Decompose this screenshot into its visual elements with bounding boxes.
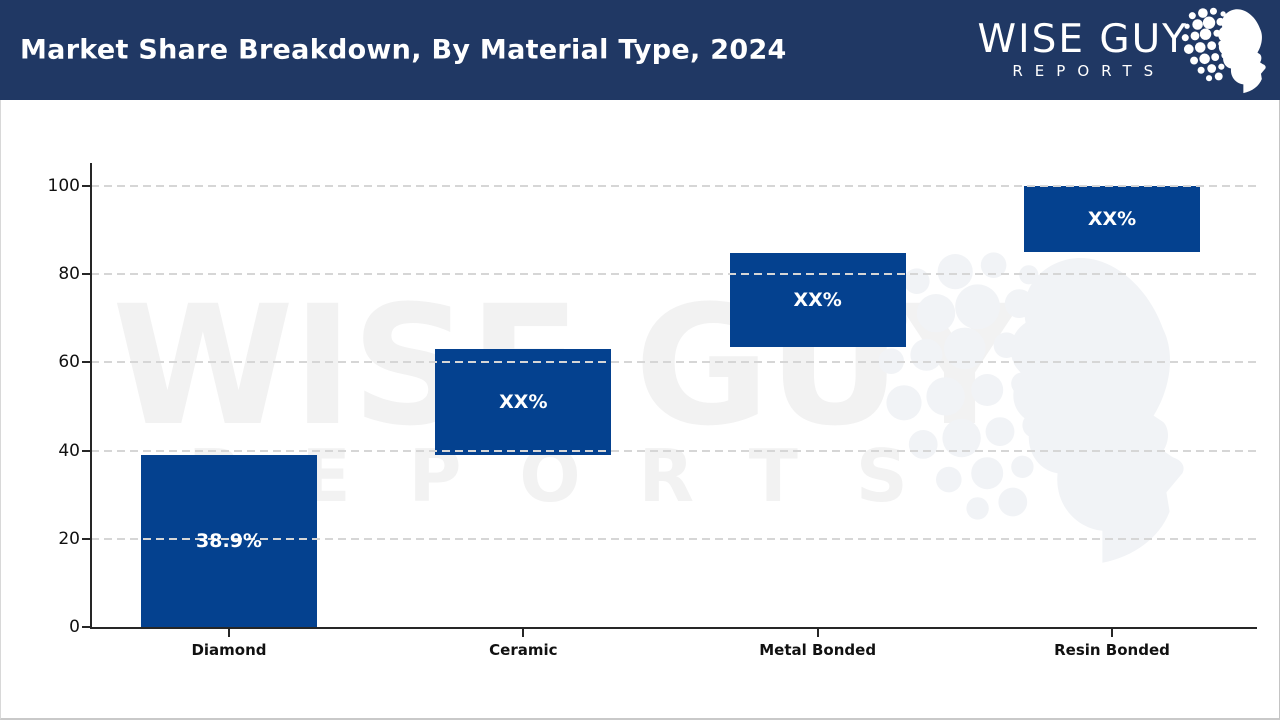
bar-value-label: XX%: [793, 289, 842, 312]
gridline: [91, 449, 1257, 452]
brand-name: WISE GUY: [977, 17, 1188, 62]
x-tick-mark: [228, 629, 230, 637]
y-tick-label: 80: [58, 264, 80, 285]
y-tick-mark: [82, 361, 90, 364]
gridline: [91, 185, 1257, 187]
watermark-face-dots-icon: [878, 252, 1184, 563]
brand-logo-text: WISE GUY REPORTS: [978, 20, 1188, 80]
bar-diamond: [141, 455, 317, 627]
y-tick-label: 40: [58, 440, 80, 461]
gridline: [91, 273, 1257, 276]
x-tick-mark: [816, 629, 819, 637]
x-category-label: Metal Bonded: [759, 641, 877, 659]
bar-metal-bonded: [729, 253, 906, 348]
y-tick-label: 100: [47, 176, 80, 196]
y-tick-label: 0: [69, 617, 80, 637]
bar-value-label: XX%: [1087, 208, 1137, 231]
x-tick-mark: [1110, 629, 1113, 637]
y-tick-label: 20: [58, 528, 80, 549]
page-title: Market Share Breakdown, By Material Type…: [20, 34, 787, 66]
bar-value-label: 38.9%: [196, 530, 262, 553]
y-tick-mark: [82, 626, 90, 628]
y-tick-label: 60: [58, 352, 80, 373]
x-tick-mark: [522, 629, 525, 637]
header-bar: Market Share Breakdown, By Material Type…: [0, 0, 1280, 100]
y-tick-mark: [82, 449, 90, 452]
y-tick-mark: [82, 537, 90, 540]
bar-ceramic: [435, 348, 612, 455]
x-category-label: Resin Bonded: [1054, 641, 1170, 659]
brand-face-dots-icon: [1181, 7, 1266, 94]
y-tick-mark: [82, 185, 90, 187]
brand-logo: WISE GUY REPORTS: [978, 6, 1270, 94]
x-category-label: Ceramic: [489, 641, 558, 659]
gridline: [91, 361, 1257, 364]
y-tick-mark: [82, 273, 90, 276]
y-axis-line: [90, 163, 92, 629]
bar-resin-bonded: [1023, 186, 1200, 253]
brand-subname: REPORTS: [1012, 62, 1166, 80]
gridline: [91, 537, 1257, 540]
x-category-label: Diamond: [191, 641, 267, 659]
bar-value-label: XX%: [499, 390, 548, 413]
x-axis-line: [90, 627, 1257, 629]
